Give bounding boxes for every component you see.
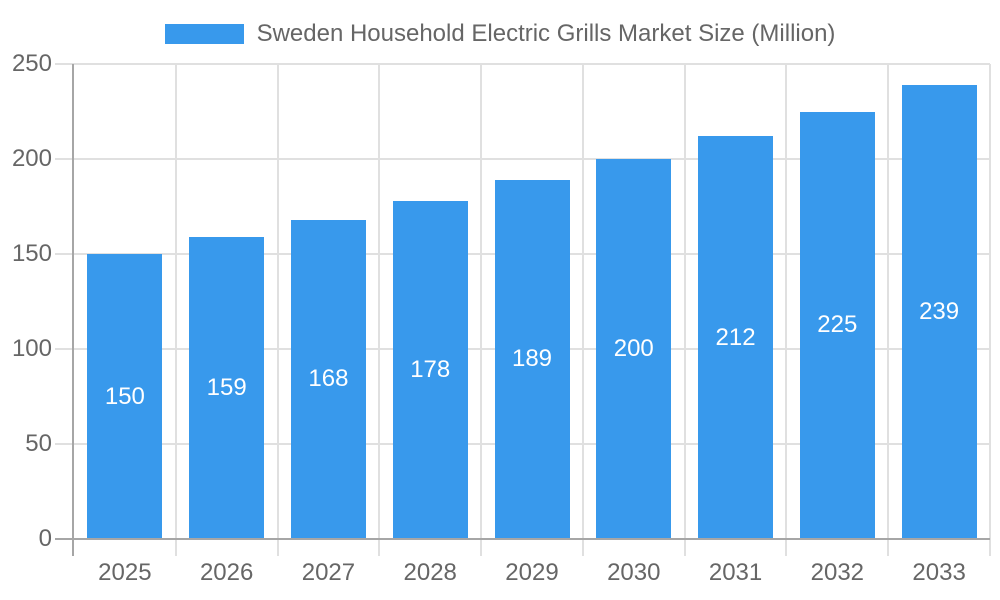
gridline-x-3 bbox=[378, 64, 381, 539]
x-tick-label-2026: 2026 bbox=[199, 559, 254, 586]
y-tick-label-50: 50 bbox=[25, 430, 52, 457]
bar-value-2026: 159 bbox=[206, 373, 247, 401]
y-tick-150 bbox=[55, 253, 74, 255]
bar-2031[interactable] bbox=[698, 136, 774, 539]
bar-2028[interactable] bbox=[392, 200, 468, 539]
bar-value-2031: 212 bbox=[715, 323, 756, 351]
bar-2025[interactable] bbox=[87, 254, 163, 539]
y-tick-label-0: 0 bbox=[38, 525, 52, 552]
gridline-x-5 bbox=[581, 64, 584, 539]
bar-2033[interactable] bbox=[901, 84, 977, 539]
gridline-x-2 bbox=[276, 64, 279, 539]
x-tick-3 bbox=[378, 539, 381, 556]
x-tick-label-2033: 2033 bbox=[912, 559, 966, 586]
x-tick-label-2025: 2025 bbox=[98, 559, 152, 586]
gridline-x-7 bbox=[785, 64, 788, 539]
bar-2032[interactable] bbox=[799, 111, 875, 539]
x-tick-label-2031: 2031 bbox=[708, 559, 763, 586]
y-tick-label-250: 250 bbox=[11, 50, 52, 77]
x-tick-9 bbox=[989, 539, 991, 556]
bar-2026[interactable] bbox=[189, 236, 265, 539]
bar-value-2027: 168 bbox=[308, 365, 349, 393]
y-tick-50 bbox=[55, 443, 74, 445]
x-tick-4 bbox=[480, 539, 483, 556]
bar-2029[interactable] bbox=[494, 179, 570, 539]
bar-value-2029: 189 bbox=[511, 345, 553, 373]
x-axis-line bbox=[55, 538, 990, 540]
bar-value-2033: 239 bbox=[919, 297, 960, 325]
chart-legend[interactable]: Sweden Household Electric Grills Market … bbox=[0, 19, 1000, 49]
x-tick-label-2027: 2027 bbox=[301, 559, 356, 586]
x-tick-label-2029: 2029 bbox=[505, 559, 559, 586]
x-tick-label-2030: 2030 bbox=[607, 559, 661, 586]
y-tick-200 bbox=[55, 158, 74, 160]
x-tick-label-2032: 2032 bbox=[810, 559, 865, 586]
bar-value-2028: 178 bbox=[410, 355, 451, 383]
gridline-x-4 bbox=[480, 64, 483, 539]
y-axis-line bbox=[72, 64, 74, 556]
legend-swatch-icon bbox=[164, 24, 244, 44]
gridline-x-1 bbox=[174, 64, 177, 539]
bar-2030[interactable] bbox=[596, 159, 672, 539]
bar-value-2025: 150 bbox=[104, 382, 145, 410]
x-tick-8 bbox=[887, 539, 890, 556]
y-tick-100 bbox=[55, 348, 74, 350]
gridline-x-9 bbox=[989, 64, 991, 539]
x-tick-label-2028: 2028 bbox=[403, 559, 457, 586]
x-tick-5 bbox=[581, 539, 584, 556]
gridline-x-8 bbox=[887, 64, 890, 539]
legend-label: Sweden Household Electric Grills Market … bbox=[256, 20, 836, 47]
y-tick-250 bbox=[55, 63, 74, 65]
x-tick-7 bbox=[785, 539, 788, 556]
gridline-x-6 bbox=[683, 64, 686, 539]
bar-value-2032: 225 bbox=[817, 311, 858, 339]
x-tick-1 bbox=[174, 539, 177, 556]
bar-2027[interactable] bbox=[290, 219, 366, 539]
bar-value-2030: 200 bbox=[613, 335, 654, 362]
y-tick-label-200: 200 bbox=[11, 145, 52, 172]
gridline-y-200 bbox=[74, 158, 990, 160]
x-tick-6 bbox=[683, 539, 686, 556]
y-tick-label-100: 100 bbox=[11, 335, 52, 362]
x-tick-2 bbox=[276, 539, 279, 556]
gridline-y-250 bbox=[74, 63, 990, 65]
y-tick-label-150: 150 bbox=[11, 240, 52, 267]
